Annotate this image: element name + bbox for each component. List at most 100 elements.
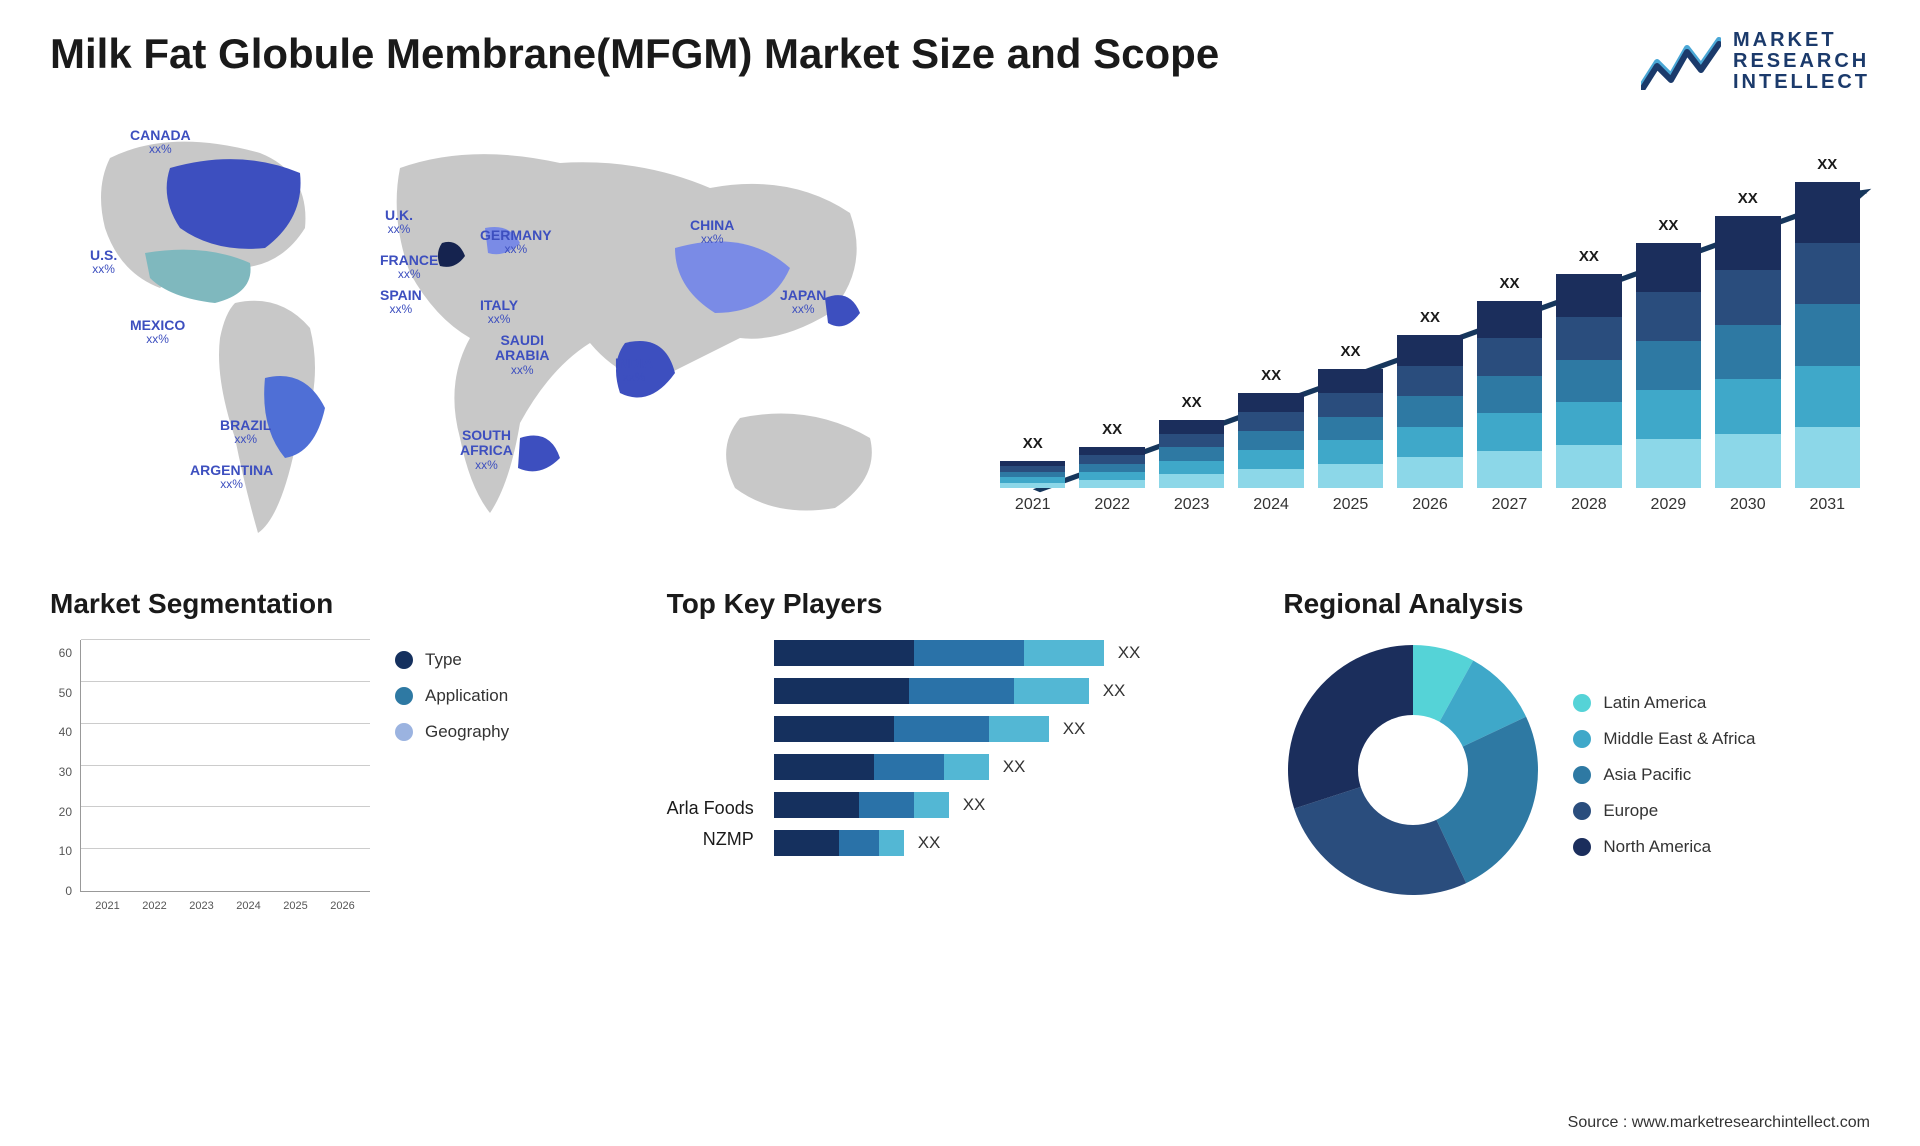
seg-x-tick: 2026 bbox=[323, 900, 362, 920]
growth-bar-segment bbox=[1397, 427, 1462, 458]
legend-dot-icon bbox=[395, 687, 413, 705]
logo: MARKET RESEARCH INTELLECT bbox=[1641, 30, 1870, 93]
kp-bar bbox=[774, 754, 989, 780]
kp-bar-segment bbox=[944, 754, 989, 780]
growth-bar-segment bbox=[1636, 439, 1701, 488]
logo-line1: MARKET bbox=[1733, 30, 1870, 51]
growth-bar-segment bbox=[1715, 434, 1780, 488]
seg-x-tick: 2023 bbox=[182, 900, 221, 920]
growth-bar-segment bbox=[1238, 431, 1303, 450]
growth-chart-panel: XXXXXXXXXXXXXXXXXXXXXX 20212022202320242… bbox=[990, 118, 1870, 548]
key-players-names: Arla FoodsNZMP bbox=[667, 640, 754, 856]
segmentation-legend: Type Application Geography bbox=[395, 640, 509, 742]
growth-bar: XX bbox=[1715, 216, 1780, 488]
segmentation-chart: 6050403020100 202120222023202420252026 bbox=[50, 640, 370, 920]
kp-name: Arla Foods bbox=[667, 798, 754, 819]
map-label: U.K.xx% bbox=[385, 208, 413, 237]
seg-y-tick: 40 bbox=[50, 725, 78, 739]
growth-bar-segment bbox=[1397, 335, 1462, 366]
growth-bar-segment bbox=[1318, 369, 1383, 393]
map-label: SOUTHAFRICAxx% bbox=[460, 428, 513, 472]
growth-bar-segment bbox=[1318, 464, 1383, 488]
donut-hole bbox=[1358, 715, 1468, 825]
legend-dot-icon bbox=[1573, 766, 1591, 784]
kp-bar-segment bbox=[1014, 678, 1089, 704]
map-label: U.S.xx% bbox=[90, 248, 117, 277]
growth-bar-label: XX bbox=[1238, 367, 1303, 384]
kp-row: XX bbox=[774, 830, 1254, 856]
header: Milk Fat Globule Membrane(MFGM) Market S… bbox=[50, 30, 1870, 93]
legend-item: Type bbox=[395, 650, 509, 670]
regional-title: Regional Analysis bbox=[1283, 588, 1870, 620]
growth-bar-segment bbox=[1477, 376, 1542, 413]
seg-gridline bbox=[81, 765, 370, 766]
seg-y-tick: 50 bbox=[50, 686, 78, 700]
growth-bar-segment bbox=[1079, 464, 1144, 472]
key-players-title: Top Key Players bbox=[667, 588, 1254, 620]
growth-bar-segment bbox=[1795, 243, 1860, 304]
kp-row: XX bbox=[774, 716, 1254, 742]
kp-bar-segment bbox=[859, 792, 914, 818]
seg-x-tick: 2022 bbox=[135, 900, 174, 920]
legend-label: Application bbox=[425, 686, 508, 706]
map-label: INDIAxx% bbox=[615, 356, 653, 385]
growth-bar-label: XX bbox=[1477, 275, 1542, 292]
source-text: Source : www.marketresearchintellect.com bbox=[1568, 1114, 1870, 1132]
seg-y-tick: 60 bbox=[50, 646, 78, 660]
growth-bar-segment bbox=[1000, 483, 1065, 488]
seg-y-tick: 10 bbox=[50, 844, 78, 858]
kp-bar-segment bbox=[989, 716, 1049, 742]
growth-bar-segment bbox=[1238, 469, 1303, 488]
legend-label: Middle East & Africa bbox=[1603, 729, 1755, 749]
legend-item: Asia Pacific bbox=[1573, 765, 1755, 785]
growth-bar-segment bbox=[1715, 379, 1780, 433]
growth-bar: XX bbox=[1238, 393, 1303, 488]
kp-value: XX bbox=[1063, 719, 1086, 739]
seg-gridline bbox=[81, 681, 370, 682]
growth-bar-segment bbox=[1795, 366, 1860, 427]
seg-gridline bbox=[81, 639, 370, 640]
kp-bar-segment bbox=[774, 754, 874, 780]
growth-bar-segment bbox=[1556, 360, 1621, 403]
growth-bar-segment bbox=[1795, 304, 1860, 365]
legend-item: Europe bbox=[1573, 801, 1755, 821]
map-label: MEXICOxx% bbox=[130, 318, 185, 347]
growth-bar-segment bbox=[1636, 292, 1701, 341]
legend-label: Latin America bbox=[1603, 693, 1706, 713]
kp-row: XX bbox=[774, 678, 1254, 704]
regional-legend: Latin America Middle East & Africa Asia Pa… bbox=[1573, 683, 1755, 857]
kp-bar-segment bbox=[914, 640, 1024, 666]
map-label: ARGENTINAxx% bbox=[190, 463, 273, 492]
world-map-panel: CANADAxx%U.S.xx%MEXICOxx%BRAZILxx%ARGENT… bbox=[50, 118, 950, 548]
growth-bar-segment bbox=[1397, 457, 1462, 488]
logo-icon bbox=[1641, 34, 1721, 90]
legend-item: North America bbox=[1573, 837, 1755, 857]
growth-bar-segment bbox=[1636, 390, 1701, 439]
growth-bar-segment bbox=[1556, 317, 1621, 360]
kp-bar bbox=[774, 640, 1104, 666]
kp-value: XX bbox=[963, 795, 986, 815]
growth-bar-label: XX bbox=[1397, 309, 1462, 326]
growth-bar-segment bbox=[1159, 474, 1224, 488]
growth-bar-segment bbox=[1159, 447, 1224, 461]
growth-bar-segment bbox=[1079, 455, 1144, 463]
kp-bar-segment bbox=[774, 792, 859, 818]
growth-bar-segment bbox=[1079, 472, 1144, 480]
legend-label: Asia Pacific bbox=[1603, 765, 1691, 785]
growth-bar-label: XX bbox=[1318, 343, 1383, 360]
legend-dot-icon bbox=[1573, 694, 1591, 712]
growth-bar-segment bbox=[1079, 480, 1144, 488]
kp-row: XX bbox=[774, 754, 1254, 780]
kp-bar bbox=[774, 830, 904, 856]
legend-label: Geography bbox=[425, 722, 509, 742]
growth-bar: XX bbox=[1079, 447, 1144, 488]
growth-bars: XXXXXXXXXXXXXXXXXXXXXX bbox=[990, 148, 1870, 488]
regional-panel: Regional Analysis Latin America Middle Ea… bbox=[1283, 588, 1870, 920]
legend-item: Middle East & Africa bbox=[1573, 729, 1755, 749]
growth-chart: XXXXXXXXXXXXXXXXXXXXXX 20212022202320242… bbox=[990, 148, 1870, 548]
growth-bar-segment bbox=[1556, 445, 1621, 488]
growth-bar-segment bbox=[1556, 402, 1621, 445]
growth-bar-segment bbox=[1159, 420, 1224, 434]
legend-dot-icon bbox=[395, 651, 413, 669]
growth-bar-label: XX bbox=[1715, 190, 1780, 207]
